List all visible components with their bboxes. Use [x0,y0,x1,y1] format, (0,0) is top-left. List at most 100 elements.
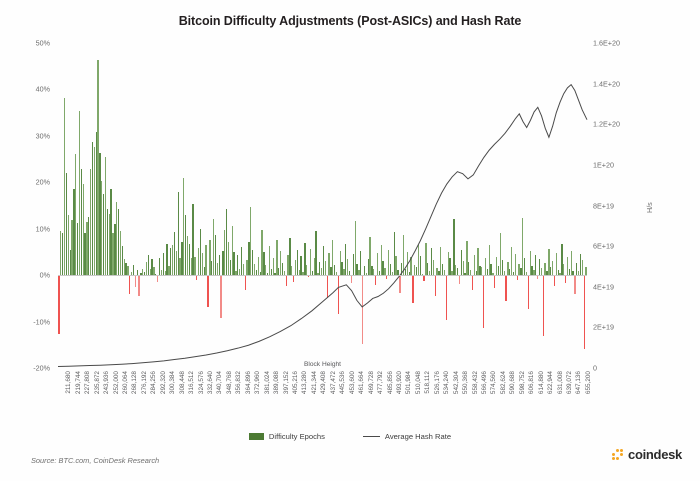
bar [527,275,530,309]
bar [117,209,120,276]
bar [473,254,475,276]
bar [334,265,336,276]
bar [415,266,418,276]
x-tick: 308,448 [178,371,186,395]
bar [399,275,401,293]
bar [557,270,559,276]
bar [199,228,202,276]
bar [239,268,241,276]
bar [302,271,304,276]
bar [261,229,263,276]
bar [207,275,209,307]
x-tick: 324,576 [197,371,205,395]
bar [235,270,237,276]
bar [429,270,431,276]
bar [240,246,243,276]
bar [578,270,580,276]
bar [583,275,585,350]
legend-item-average-hash-rate[interactable]: Average Hash Rate [362,432,452,441]
coindesk-dots-icon [612,449,624,460]
bar [173,232,176,276]
bar-series-difficulty-epochs [58,43,587,368]
bar [60,230,62,276]
x-tick: 477,792 [377,371,385,395]
x-tick: 235,872 [93,371,101,395]
bar [464,272,466,276]
bar [483,275,485,329]
y-tick-left: 40% [35,84,50,94]
bar [345,243,347,276]
y-axis-right-title: H/s [645,202,654,213]
bar [106,209,109,276]
bar [265,264,267,276]
x-tick: 590,688 [509,371,517,395]
bar [162,252,164,276]
bar [293,275,295,283]
x-tick: 429,408 [320,371,328,395]
x-tick: 243,936 [103,371,111,395]
bar [542,275,544,337]
y-tick-right: 8E+19 [593,201,614,210]
bar [309,248,312,276]
x-tick: 469,728 [367,371,375,395]
bar [466,241,468,276]
bar [494,275,496,288]
bar [127,266,129,276]
bar [175,251,177,276]
bar [395,255,397,276]
bar [328,252,330,276]
legend-item-difficulty-epochs[interactable]: Difficulty Epochs [248,432,325,441]
bar [555,252,557,276]
bar [388,249,390,276]
bar [76,222,79,276]
bar [401,263,403,276]
bar [192,203,194,276]
bar [289,238,291,276]
x-tick: 639,072 [565,371,573,395]
bar [298,269,300,276]
bar [233,251,235,276]
x-tick: 574,560 [490,371,498,395]
bar [397,270,399,276]
bar [404,268,407,276]
bar [227,242,230,276]
bar [551,260,554,276]
bar [417,244,420,276]
bar [246,260,248,276]
bar [166,244,168,276]
bar [253,264,256,276]
bar [112,233,114,276]
x-tick: 445,536 [339,371,347,395]
bar [160,269,163,276]
bar [78,110,81,276]
bar [455,265,457,276]
x-axis-line [58,275,587,277]
bar [263,251,265,276]
bar [184,214,187,276]
bar [179,257,181,276]
bar [497,266,500,276]
bar [468,262,470,276]
bar [365,272,367,276]
x-tick: 268,128 [131,371,139,395]
bar [237,254,239,276]
bar [360,251,362,276]
bar [296,250,299,276]
y-tick-left: -20% [33,363,50,373]
legend-label-average-hash-rate: Average Hash Rate [384,432,452,441]
bar [285,275,287,287]
x-tick: 211,680 [65,371,73,394]
bar [65,173,68,276]
bar [347,258,349,276]
bar [255,270,258,276]
x-tick: 356,832 [235,371,243,395]
bar [90,169,92,276]
bar [460,250,462,276]
bar [222,251,224,276]
bar [266,273,269,276]
bar [231,226,233,276]
bar [369,237,371,276]
bar [214,235,217,276]
bar [520,267,522,276]
bar [352,253,354,276]
